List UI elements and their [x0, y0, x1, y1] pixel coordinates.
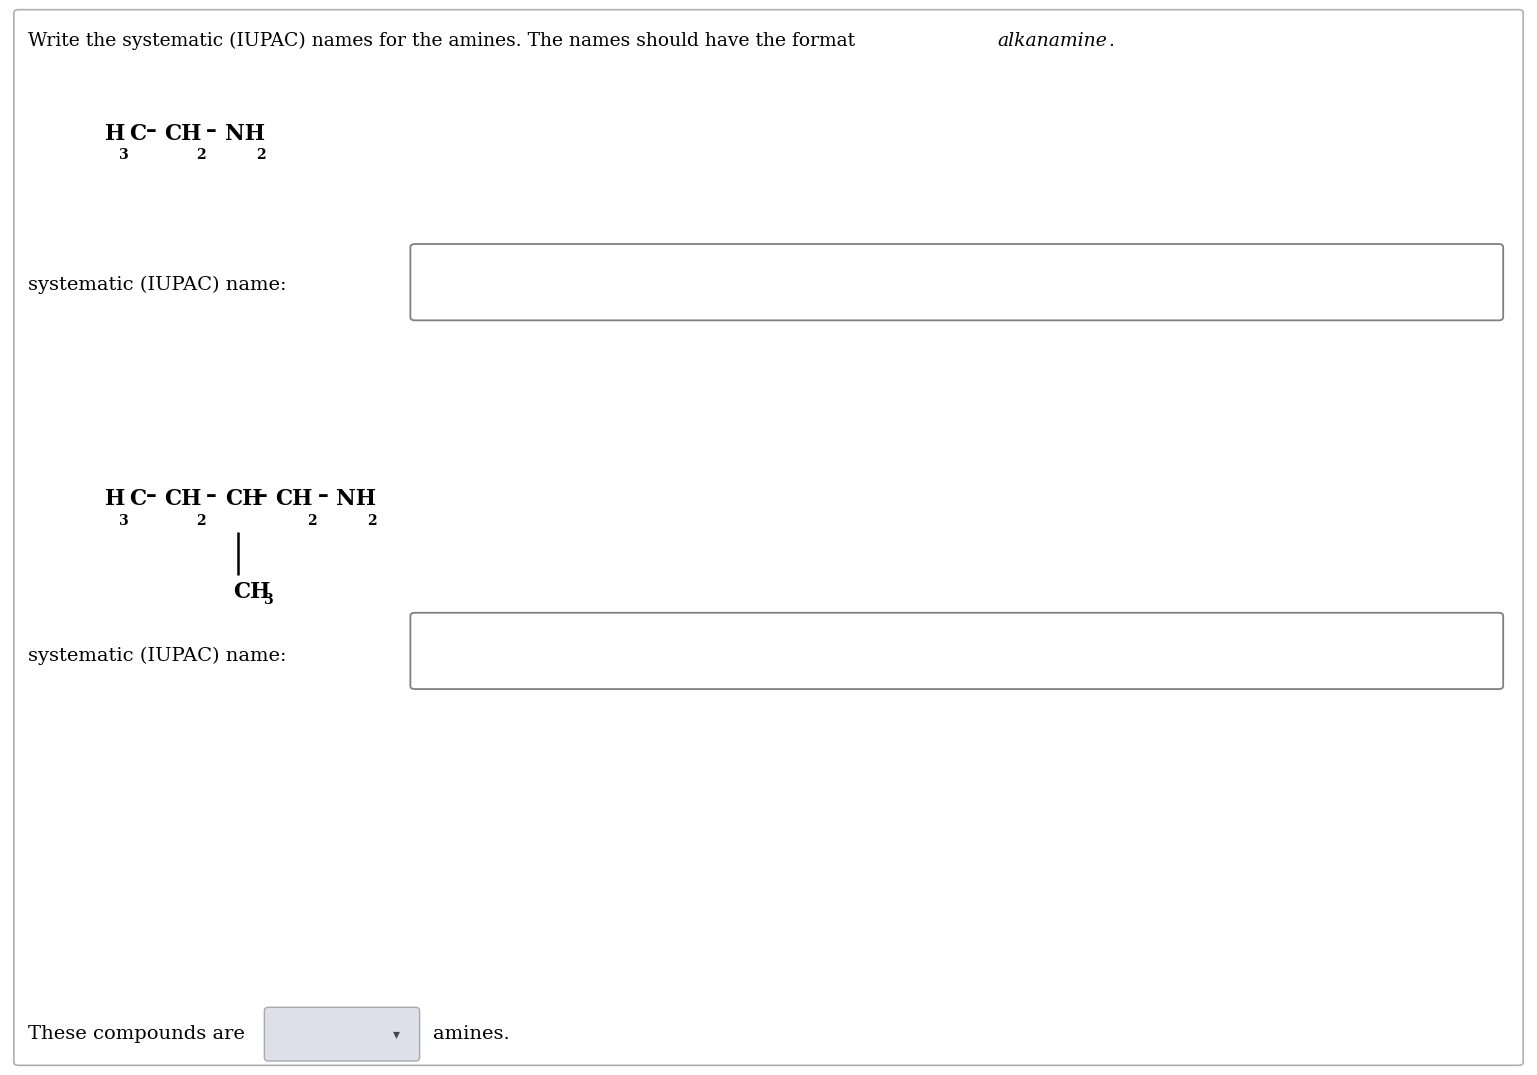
Text: CH: CH	[232, 580, 271, 602]
Text: C: C	[129, 123, 146, 145]
Text: .: .	[1108, 32, 1114, 49]
Text: –: –	[206, 119, 217, 142]
Text: NH: NH	[337, 488, 377, 511]
FancyBboxPatch shape	[264, 1007, 420, 1061]
Text: 2: 2	[195, 148, 206, 162]
FancyBboxPatch shape	[14, 10, 1523, 1065]
Text: CH: CH	[164, 488, 201, 511]
Text: CH: CH	[164, 123, 201, 145]
Text: 2: 2	[367, 514, 377, 528]
Text: These compounds are: These compounds are	[28, 1026, 244, 1043]
Text: H: H	[105, 488, 124, 511]
Text: 2: 2	[195, 514, 206, 528]
Text: systematic (IUPAC) name:: systematic (IUPAC) name:	[28, 276, 286, 293]
Text: systematic (IUPAC) name:: systematic (IUPAC) name:	[28, 647, 286, 664]
FancyBboxPatch shape	[410, 244, 1503, 320]
Text: ▾: ▾	[393, 1027, 400, 1042]
Text: 3: 3	[120, 148, 129, 162]
Text: –: –	[146, 485, 157, 507]
Text: NH: NH	[224, 123, 264, 145]
Text: –: –	[257, 485, 267, 507]
Text: –: –	[206, 485, 217, 507]
Text: 3: 3	[264, 593, 274, 607]
Text: C: C	[129, 488, 146, 511]
Text: –: –	[318, 485, 329, 507]
Text: –: –	[146, 119, 157, 142]
Text: amines.: amines.	[433, 1026, 510, 1043]
Text: Write the systematic (IUPAC) names for the amines. The names should have the for: Write the systematic (IUPAC) names for t…	[28, 32, 861, 49]
Text: H: H	[105, 123, 124, 145]
Text: 2: 2	[257, 148, 266, 162]
FancyBboxPatch shape	[410, 613, 1503, 689]
Text: CH: CH	[275, 488, 314, 511]
Text: alkanamine: alkanamine	[998, 32, 1107, 49]
Text: 2: 2	[307, 514, 317, 528]
Text: CH: CH	[224, 488, 263, 511]
Text: 3: 3	[120, 514, 129, 528]
